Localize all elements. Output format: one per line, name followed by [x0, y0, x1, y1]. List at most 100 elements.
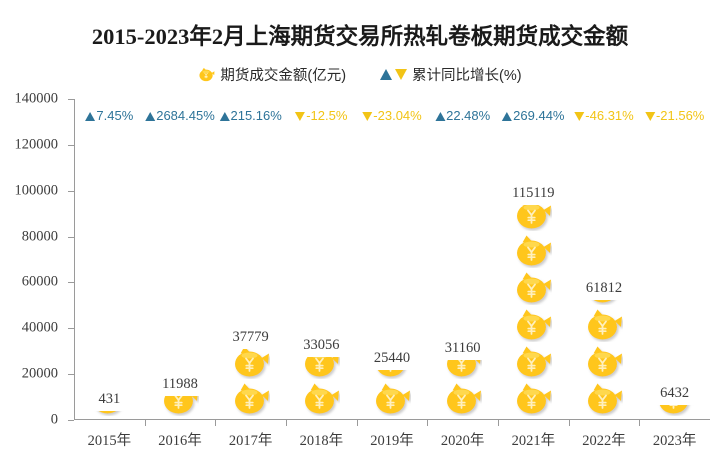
growth-rate-value: -46.31% — [585, 108, 634, 123]
triangle-up-icon — [145, 111, 156, 121]
y-axis-tick-label: 100000 — [14, 182, 59, 199]
y-axis-tick — [68, 99, 74, 100]
triangle-up-icon — [502, 111, 513, 121]
y-axis-tick — [68, 190, 74, 192]
legend-item-amount[interactable]: 期货成交金额(亿元) — [198, 64, 346, 85]
x-axis-tick — [356, 420, 358, 426]
pictograph-column[interactable] — [291, 357, 351, 419]
triangle-down-icon — [644, 111, 655, 121]
data-value-label: 11988 — [162, 376, 198, 392]
piggy-bank-icon — [585, 308, 623, 342]
x-axis-tick-label: 2020年 — [440, 433, 485, 449]
y-axis-tick-label: 20000 — [21, 365, 58, 382]
pictograph-column[interactable] — [79, 411, 139, 419]
x-axis-tick-label: 2016年 — [158, 433, 202, 449]
growth-rate-label: -12.5% — [295, 108, 347, 124]
growth-rate-label: 269.44% — [502, 108, 564, 124]
y-axis-tick-label: 60000 — [21, 273, 58, 290]
triangle-down-icon — [295, 111, 306, 121]
growth-rate-value: 269.44% — [513, 108, 565, 123]
x-axis-tick — [286, 420, 287, 426]
triangle-down-icon — [574, 111, 585, 121]
piggy-bank-icon — [585, 382, 623, 416]
y-axis-line — [74, 99, 75, 420]
growth-rate-label: -21.56% — [644, 108, 705, 124]
chart-title: 2015-2023年2月上海期货交易所热轧卷板期货成交金额 — [91, 24, 629, 49]
piggy-bank-icon-partial — [161, 396, 199, 416]
piggy-bank-icon — [444, 382, 482, 416]
x-axis-tick-label: 2019年 — [370, 433, 414, 449]
y-axis-tick — [68, 236, 74, 238]
y-axis-tick-label: 140000 — [14, 90, 59, 107]
piggy-bank-icon-partial — [373, 370, 411, 379]
piggy-bank-icon — [514, 234, 552, 268]
y-axis-tick — [68, 374, 74, 376]
data-value-label: 6432 — [660, 385, 690, 401]
piggy-bank-icon-partial — [90, 411, 128, 416]
y-axis-tick — [68, 282, 74, 284]
pictograph-column[interactable] — [574, 300, 634, 419]
data-value-label: 31160 — [444, 340, 481, 356]
triangle-up-icon — [219, 111, 230, 121]
x-axis-tick — [427, 420, 429, 426]
growth-rate-value: 2684.45% — [156, 108, 215, 123]
growth-rate-label: 215.16% — [219, 108, 282, 124]
plot-area: 431 11988 37779 33056 25440 31160 115119 61812 6… — [68, 99, 710, 426]
pictograph-column[interactable] — [362, 370, 422, 419]
growth-rate-label: 22.48% — [435, 108, 490, 124]
y-axis-tick — [68, 144, 74, 146]
growth-rate-label: 7.45% — [85, 108, 133, 124]
piggy-bank-icon — [514, 308, 552, 342]
y-axis-tick — [68, 328, 74, 330]
pictograph-column[interactable] — [433, 360, 493, 419]
triangle-up-icon — [85, 111, 96, 121]
growth-rate-value: -12.5% — [306, 108, 348, 123]
x-axis-line — [74, 419, 710, 420]
growth-rate-value: 7.45% — [96, 108, 134, 123]
triangle-up-icon — [435, 111, 446, 121]
x-axis-tick — [568, 420, 570, 426]
triangle-up-down-icon — [380, 69, 408, 80]
triangle-down-icon — [362, 111, 373, 121]
data-value-label: 37779 — [232, 329, 269, 345]
growth-rate-value: -21.56% — [655, 108, 705, 123]
growth-rate-value: 22.48% — [446, 108, 491, 123]
growth-rate-value: 215.16% — [230, 108, 282, 123]
chart-legend: 期货成交金额(亿元) 累计同比增长(%) — [0, 64, 720, 85]
pictograph-column[interactable] — [221, 349, 281, 419]
pictograph-column[interactable] — [645, 405, 705, 419]
growth-rate-value: -23.04% — [373, 108, 422, 123]
x-axis-tick — [639, 420, 641, 426]
x-axis-tick-label: 2022年 — [582, 433, 626, 449]
legend-label-growth: 累计同比增长(%) — [412, 68, 522, 84]
x-axis-tick-label: 2021年 — [511, 433, 556, 449]
piggy-bank-icon-partial — [232, 349, 270, 379]
growth-rate-label: -46.31% — [574, 108, 634, 124]
triangle-down-icon — [395, 69, 408, 80]
x-axis-tick — [215, 420, 217, 426]
x-axis-tick-label: 2018年 — [299, 433, 344, 449]
piggy-bank-icon-partial — [444, 360, 482, 379]
piggy-bank-icon — [302, 382, 340, 416]
data-value-label: 61812 — [585, 280, 623, 296]
legend-label-amount: 期货成交金额(亿元) — [220, 68, 347, 84]
piggy-bank-icon — [585, 345, 623, 379]
x-axis-tick-label: 2017年 — [228, 433, 273, 449]
triangle-up-icon — [380, 69, 393, 80]
piggy-bank-icon — [514, 271, 552, 305]
x-axis-tick-label: 2023年 — [652, 433, 697, 449]
data-value-label: 25440 — [373, 350, 411, 366]
pictograph-column[interactable] — [150, 396, 210, 419]
growth-rate-label: 2684.45% — [145, 108, 215, 124]
piggy-bank-icon-partial — [302, 357, 340, 379]
piggy-bank-icon-partial — [514, 205, 552, 231]
pictograph-column[interactable] — [503, 205, 563, 419]
y-axis-labels: 140000 120000 100000 80000 60000 40000 20000 0 — [0, 91, 66, 428]
x-axis-labels: 2015年 2016年 2017年 2018年 2019年 2020年 2021年 2022年… — [74, 429, 710, 451]
x-axis-tick-label: 2015年 — [87, 433, 132, 449]
y-axis-tick-label: 40000 — [21, 319, 58, 336]
data-value-label: 115119 — [512, 185, 555, 201]
data-value-label: 431 — [98, 391, 121, 407]
legend-item-growth[interactable]: 累计同比增长(%) — [380, 64, 522, 85]
